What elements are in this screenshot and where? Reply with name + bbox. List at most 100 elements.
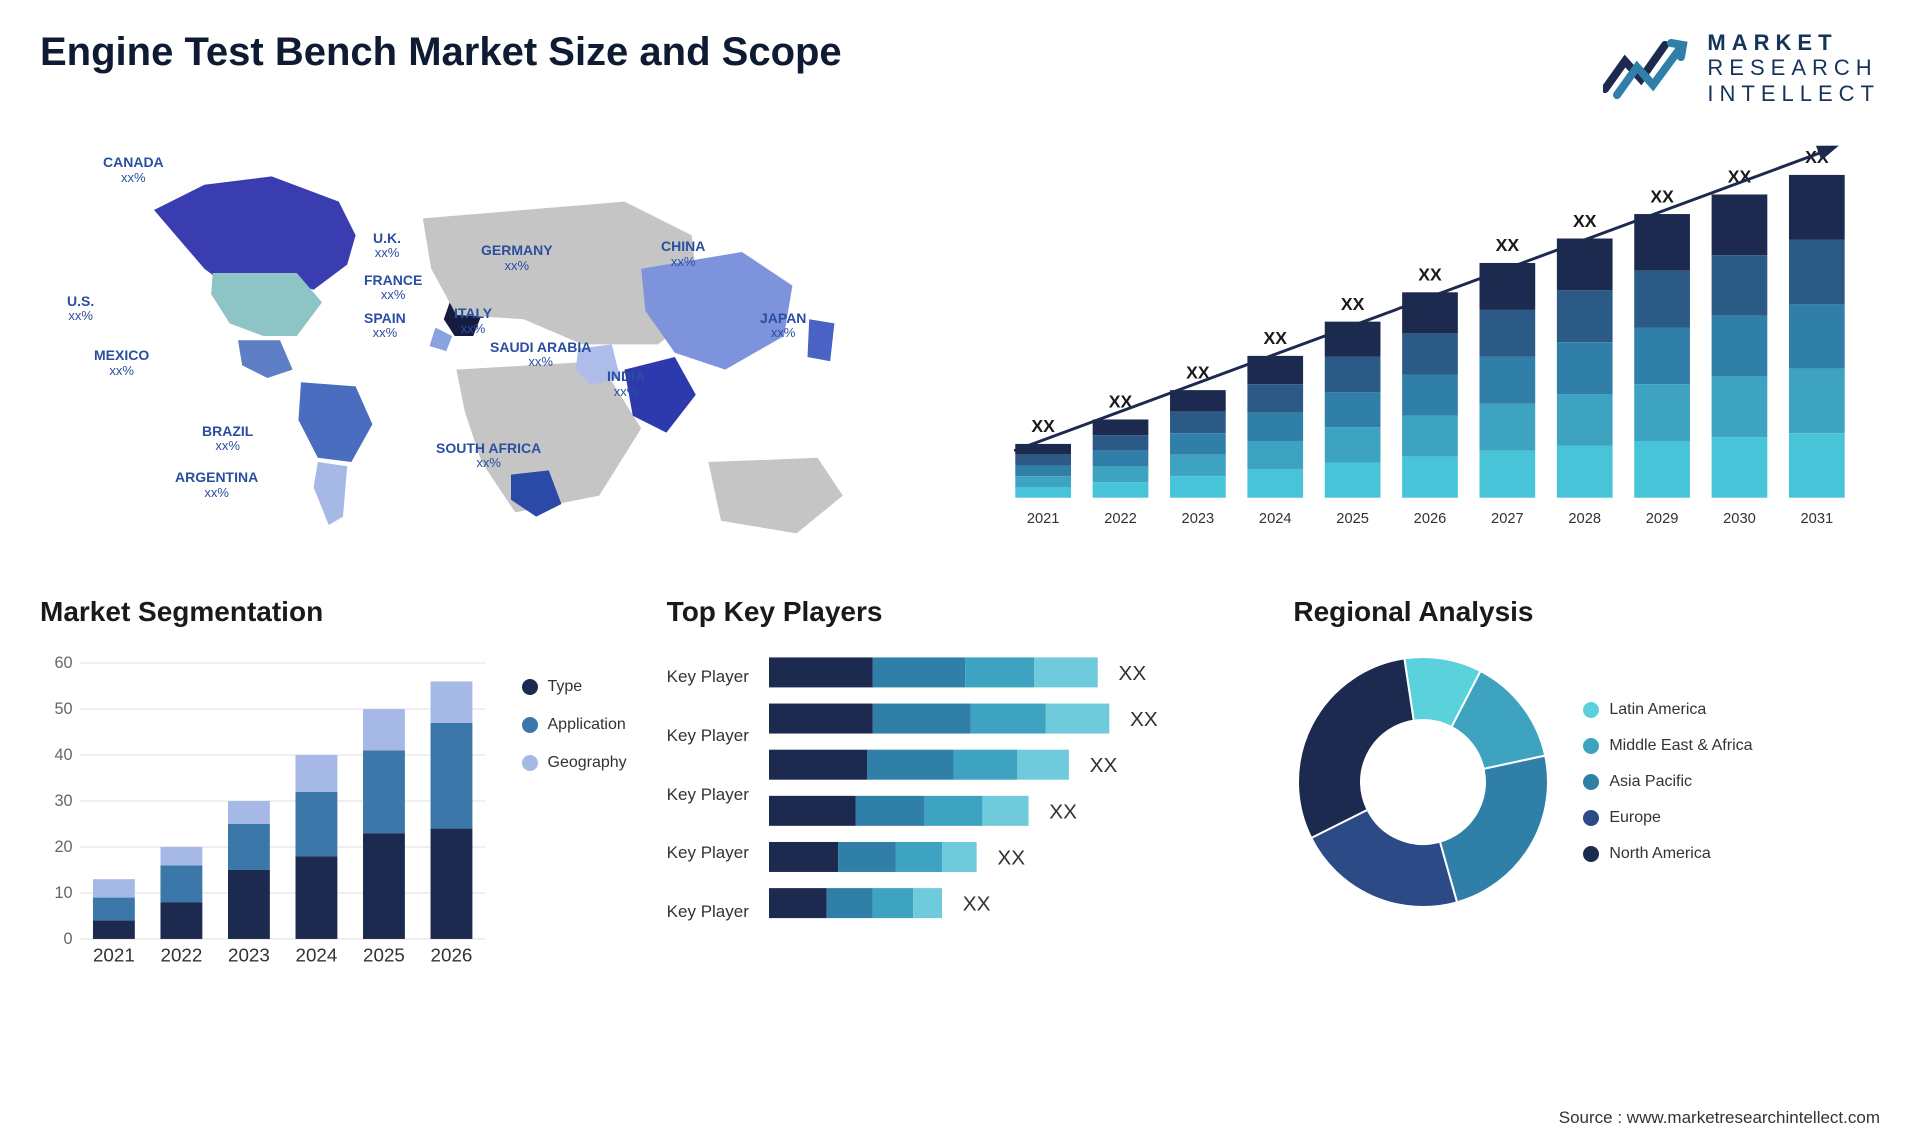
growth-bar-segment <box>1093 482 1149 498</box>
map-label: CHINAxx% <box>661 239 705 269</box>
map-label: MEXICOxx% <box>94 348 149 378</box>
logo-line-3: INTELLECT <box>1707 81 1880 106</box>
kp-value-label: XX <box>1118 662 1146 685</box>
key-players-bars: XXXXXXXXXXXX <box>769 648 1253 941</box>
growth-bar-label: XX <box>1264 328 1288 348</box>
map-region <box>314 462 348 525</box>
growth-bar-segment <box>1402 374 1458 415</box>
growth-bar-label: XX <box>1650 186 1674 206</box>
map-region <box>808 319 835 361</box>
kp-bar-segment <box>769 657 873 687</box>
growth-bar-segment <box>1557 290 1613 342</box>
key-players-title: Top Key Players <box>667 596 1254 628</box>
kp-bar-segment <box>769 796 856 826</box>
kp-value-label: XX <box>1130 708 1158 731</box>
map-region <box>430 327 453 351</box>
legend-item: Middle East & Africa <box>1583 737 1752 755</box>
growth-bar-segment <box>1402 457 1458 498</box>
kp-value-label: XX <box>1090 754 1118 777</box>
growth-bar-segment <box>1480 451 1536 498</box>
seg-bar-segment <box>363 833 405 939</box>
map-label: SPAINxx% <box>364 311 406 341</box>
map-label: ARGENTINAxx% <box>175 470 258 500</box>
growth-bar-segment <box>1712 255 1768 316</box>
growth-bar-segment <box>1712 376 1768 437</box>
kp-bar-segment <box>965 657 1034 687</box>
logo-line-2: RESEARCH <box>1707 55 1880 80</box>
seg-bar-segment <box>93 920 135 938</box>
kp-bar-segment <box>873 657 965 687</box>
map-region <box>708 458 842 534</box>
key-player-label: Key Player <box>667 667 749 687</box>
kp-bar-segment <box>971 703 1046 733</box>
legend-label: North America <box>1609 845 1710 863</box>
growth-bar-segment <box>1480 404 1536 451</box>
kp-bar-segment <box>838 842 896 872</box>
donut-slice <box>1440 755 1548 902</box>
segmentation-chart: 0102030405060202120222023202420252026 <box>40 648 492 979</box>
growth-bar-segment <box>1557 446 1613 498</box>
kp-bar-segment <box>769 842 838 872</box>
map-region <box>298 382 372 462</box>
seg-bar-segment <box>431 828 473 938</box>
map-label: ITALYxx% <box>454 306 492 336</box>
growth-bar-segment <box>1170 390 1226 412</box>
growth-year-label: 2026 <box>1414 511 1447 527</box>
seg-bar-segment <box>160 865 202 902</box>
segmentation-content: 0102030405060202120222023202420252026 Ty… <box>40 648 627 979</box>
map-label: U.S.xx% <box>67 294 94 324</box>
growth-bar-segment <box>1093 419 1149 435</box>
regional-donut <box>1293 652 1553 912</box>
map-region <box>238 340 293 378</box>
kp-bar-segment <box>769 703 873 733</box>
growth-year-label: 2022 <box>1104 511 1137 527</box>
key-players-labels: Key PlayerKey PlayerKey PlayerKey Player… <box>667 648 749 941</box>
growth-bar-segment <box>1557 342 1613 394</box>
top-row: CANADAxx%U.S.xx%MEXICOxx%BRAZILxx%ARGENT… <box>40 126 1880 546</box>
growth-bar-segment <box>1015 476 1071 487</box>
growth-bar-segment <box>1712 316 1768 377</box>
logo-line-1: MARKET <box>1707 30 1880 55</box>
legend-item: Type <box>522 678 627 696</box>
growth-bar-label: XX <box>1418 264 1442 284</box>
kp-bar-segment <box>953 750 1016 780</box>
legend-item: Asia Pacific <box>1583 773 1752 791</box>
regional-legend: Latin AmericaMiddle East & AfricaAsia Pa… <box>1583 701 1752 863</box>
growth-year-label: 2028 <box>1568 511 1601 527</box>
map-label: U.K.xx% <box>373 231 401 261</box>
legend-label: Application <box>548 716 626 734</box>
legend-dot-icon <box>522 717 538 733</box>
map-label: SOUTH AFRICAxx% <box>436 441 541 471</box>
seg-year-label: 2026 <box>431 944 473 965</box>
legend-dot-icon <box>1583 810 1599 826</box>
seg-bar-segment <box>93 879 135 897</box>
growth-bar-segment <box>1247 469 1303 497</box>
kp-bar-segment <box>1046 703 1109 733</box>
seg-bar-segment <box>296 856 338 939</box>
growth-year-label: 2024 <box>1259 511 1292 527</box>
growth-bar-segment <box>1247 441 1303 469</box>
growth-bar-label: XX <box>1031 416 1055 436</box>
growth-year-label: 2029 <box>1646 511 1679 527</box>
kp-value-label: XX <box>997 846 1025 869</box>
y-tick-label: 50 <box>54 700 72 718</box>
seg-bar-segment <box>160 902 202 939</box>
logo-icon <box>1603 35 1693 101</box>
growth-bar-segment <box>1480 310 1536 357</box>
growth-bar-segment <box>1789 239 1845 304</box>
regional-content: Latin AmericaMiddle East & AfricaAsia Pa… <box>1293 648 1880 916</box>
growth-bar-segment <box>1325 392 1381 427</box>
growth-bar-label: XX <box>1341 294 1365 314</box>
growth-bar-segment <box>1015 465 1071 476</box>
seg-bar-segment <box>431 723 473 829</box>
seg-bar-segment <box>228 824 270 870</box>
kp-value-label: XX <box>1049 800 1077 823</box>
segmentation-legend: TypeApplicationGeography <box>522 648 627 979</box>
seg-year-label: 2023 <box>228 944 270 965</box>
legend-dot-icon <box>1583 774 1599 790</box>
bottom-row: Market Segmentation 01020304050602021202… <box>40 596 1880 916</box>
brand-logo: MARKET RESEARCH INTELLECT <box>1603 30 1880 106</box>
legend-dot-icon <box>522 679 538 695</box>
y-tick-label: 10 <box>54 884 72 902</box>
growth-bar-segment <box>1093 451 1149 467</box>
